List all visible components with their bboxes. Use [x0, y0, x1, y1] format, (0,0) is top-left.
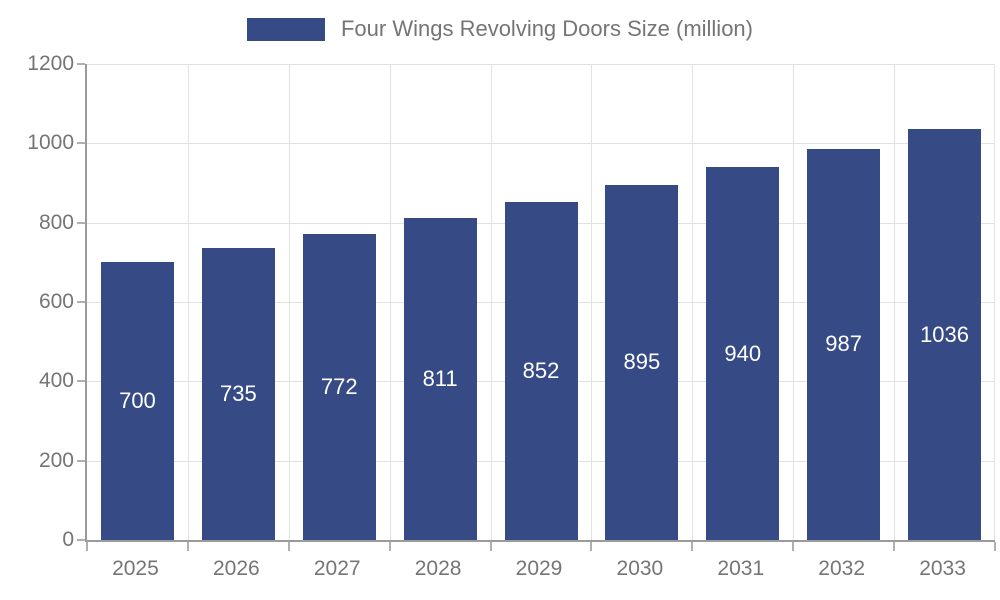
v-gridline: [188, 64, 189, 540]
x-tick: [86, 542, 88, 551]
y-tick-label: 800: [38, 210, 74, 234]
x-tick-label: 2026: [212, 557, 260, 580]
bar: [605, 184, 679, 540]
bar-value-label: 940: [724, 340, 762, 366]
bar-value-label: 772: [320, 373, 358, 399]
y-tick-label: 400: [38, 369, 74, 393]
x-tick-label: 2033: [919, 557, 966, 580]
bar-value-label: 735: [219, 381, 257, 407]
x-tick: [994, 542, 996, 551]
v-gridline: [390, 64, 391, 540]
bar: [201, 248, 275, 540]
x-tick: [691, 542, 693, 551]
y-tick-label: 0: [62, 528, 74, 551]
y-tick-label: 1200: [27, 52, 74, 75]
h-gridline: [87, 143, 995, 145]
y-tick: [77, 142, 85, 145]
x-tick: [590, 542, 592, 551]
y-tick-label: 1000: [27, 131, 74, 155]
x-tick: [288, 542, 290, 551]
bar-value-label: 852: [522, 358, 560, 384]
bar: [302, 233, 376, 540]
y-tick: [77, 539, 85, 541]
plot-area: 700 735 772 811 852 895 940 987 1036: [77, 63, 996, 551]
x-tick-label: 2027: [313, 557, 361, 580]
x-tick-label: 2031: [717, 557, 765, 580]
v-gridline: [289, 64, 290, 540]
h-gridline: [87, 64, 995, 65]
v-gridline: [491, 64, 492, 540]
bar-value-label: 1036: [920, 321, 970, 347]
x-tick-label: 2032: [818, 557, 866, 580]
y-tick: [77, 221, 85, 224]
x-tick: [490, 542, 492, 551]
v-gridline: [692, 64, 693, 540]
y-tick-label: 200: [38, 448, 74, 472]
bar-value-label: 700: [119, 388, 156, 414]
v-gridline: [894, 64, 895, 540]
y-tick: [77, 459, 85, 462]
bar: [403, 218, 477, 540]
bar: [908, 129, 982, 540]
x-tick-label: 2025: [112, 557, 159, 580]
x-tick: [187, 542, 189, 551]
legend-label: Four Wings Revolving Doors Size (million…: [340, 16, 753, 41]
v-gridline: [994, 64, 995, 540]
legend: Four Wings Revolving Doors Size (million…: [0, 16, 1000, 42]
v-gridline: [591, 64, 592, 540]
bar: [706, 167, 780, 540]
bar-value-label: 895: [623, 349, 661, 375]
bar: [504, 202, 578, 540]
x-tick: [792, 542, 794, 551]
y-tick-label: 600: [38, 290, 74, 313]
bar-value-label: 811: [422, 366, 458, 392]
x-tick-label: 2029: [515, 557, 563, 580]
x-tick-label: 2030: [616, 557, 664, 580]
bar-value-label: 987: [825, 331, 863, 357]
y-tick: [77, 63, 85, 65]
bar: [807, 148, 881, 540]
v-gridline: [793, 64, 794, 540]
y-tick: [77, 380, 85, 383]
x-tick-label: 2028: [414, 557, 462, 580]
x-tick: [389, 542, 391, 551]
legend-swatch: [246, 17, 325, 41]
y-tick: [77, 301, 85, 303]
bar: [100, 262, 174, 540]
x-tick: [893, 542, 895, 551]
